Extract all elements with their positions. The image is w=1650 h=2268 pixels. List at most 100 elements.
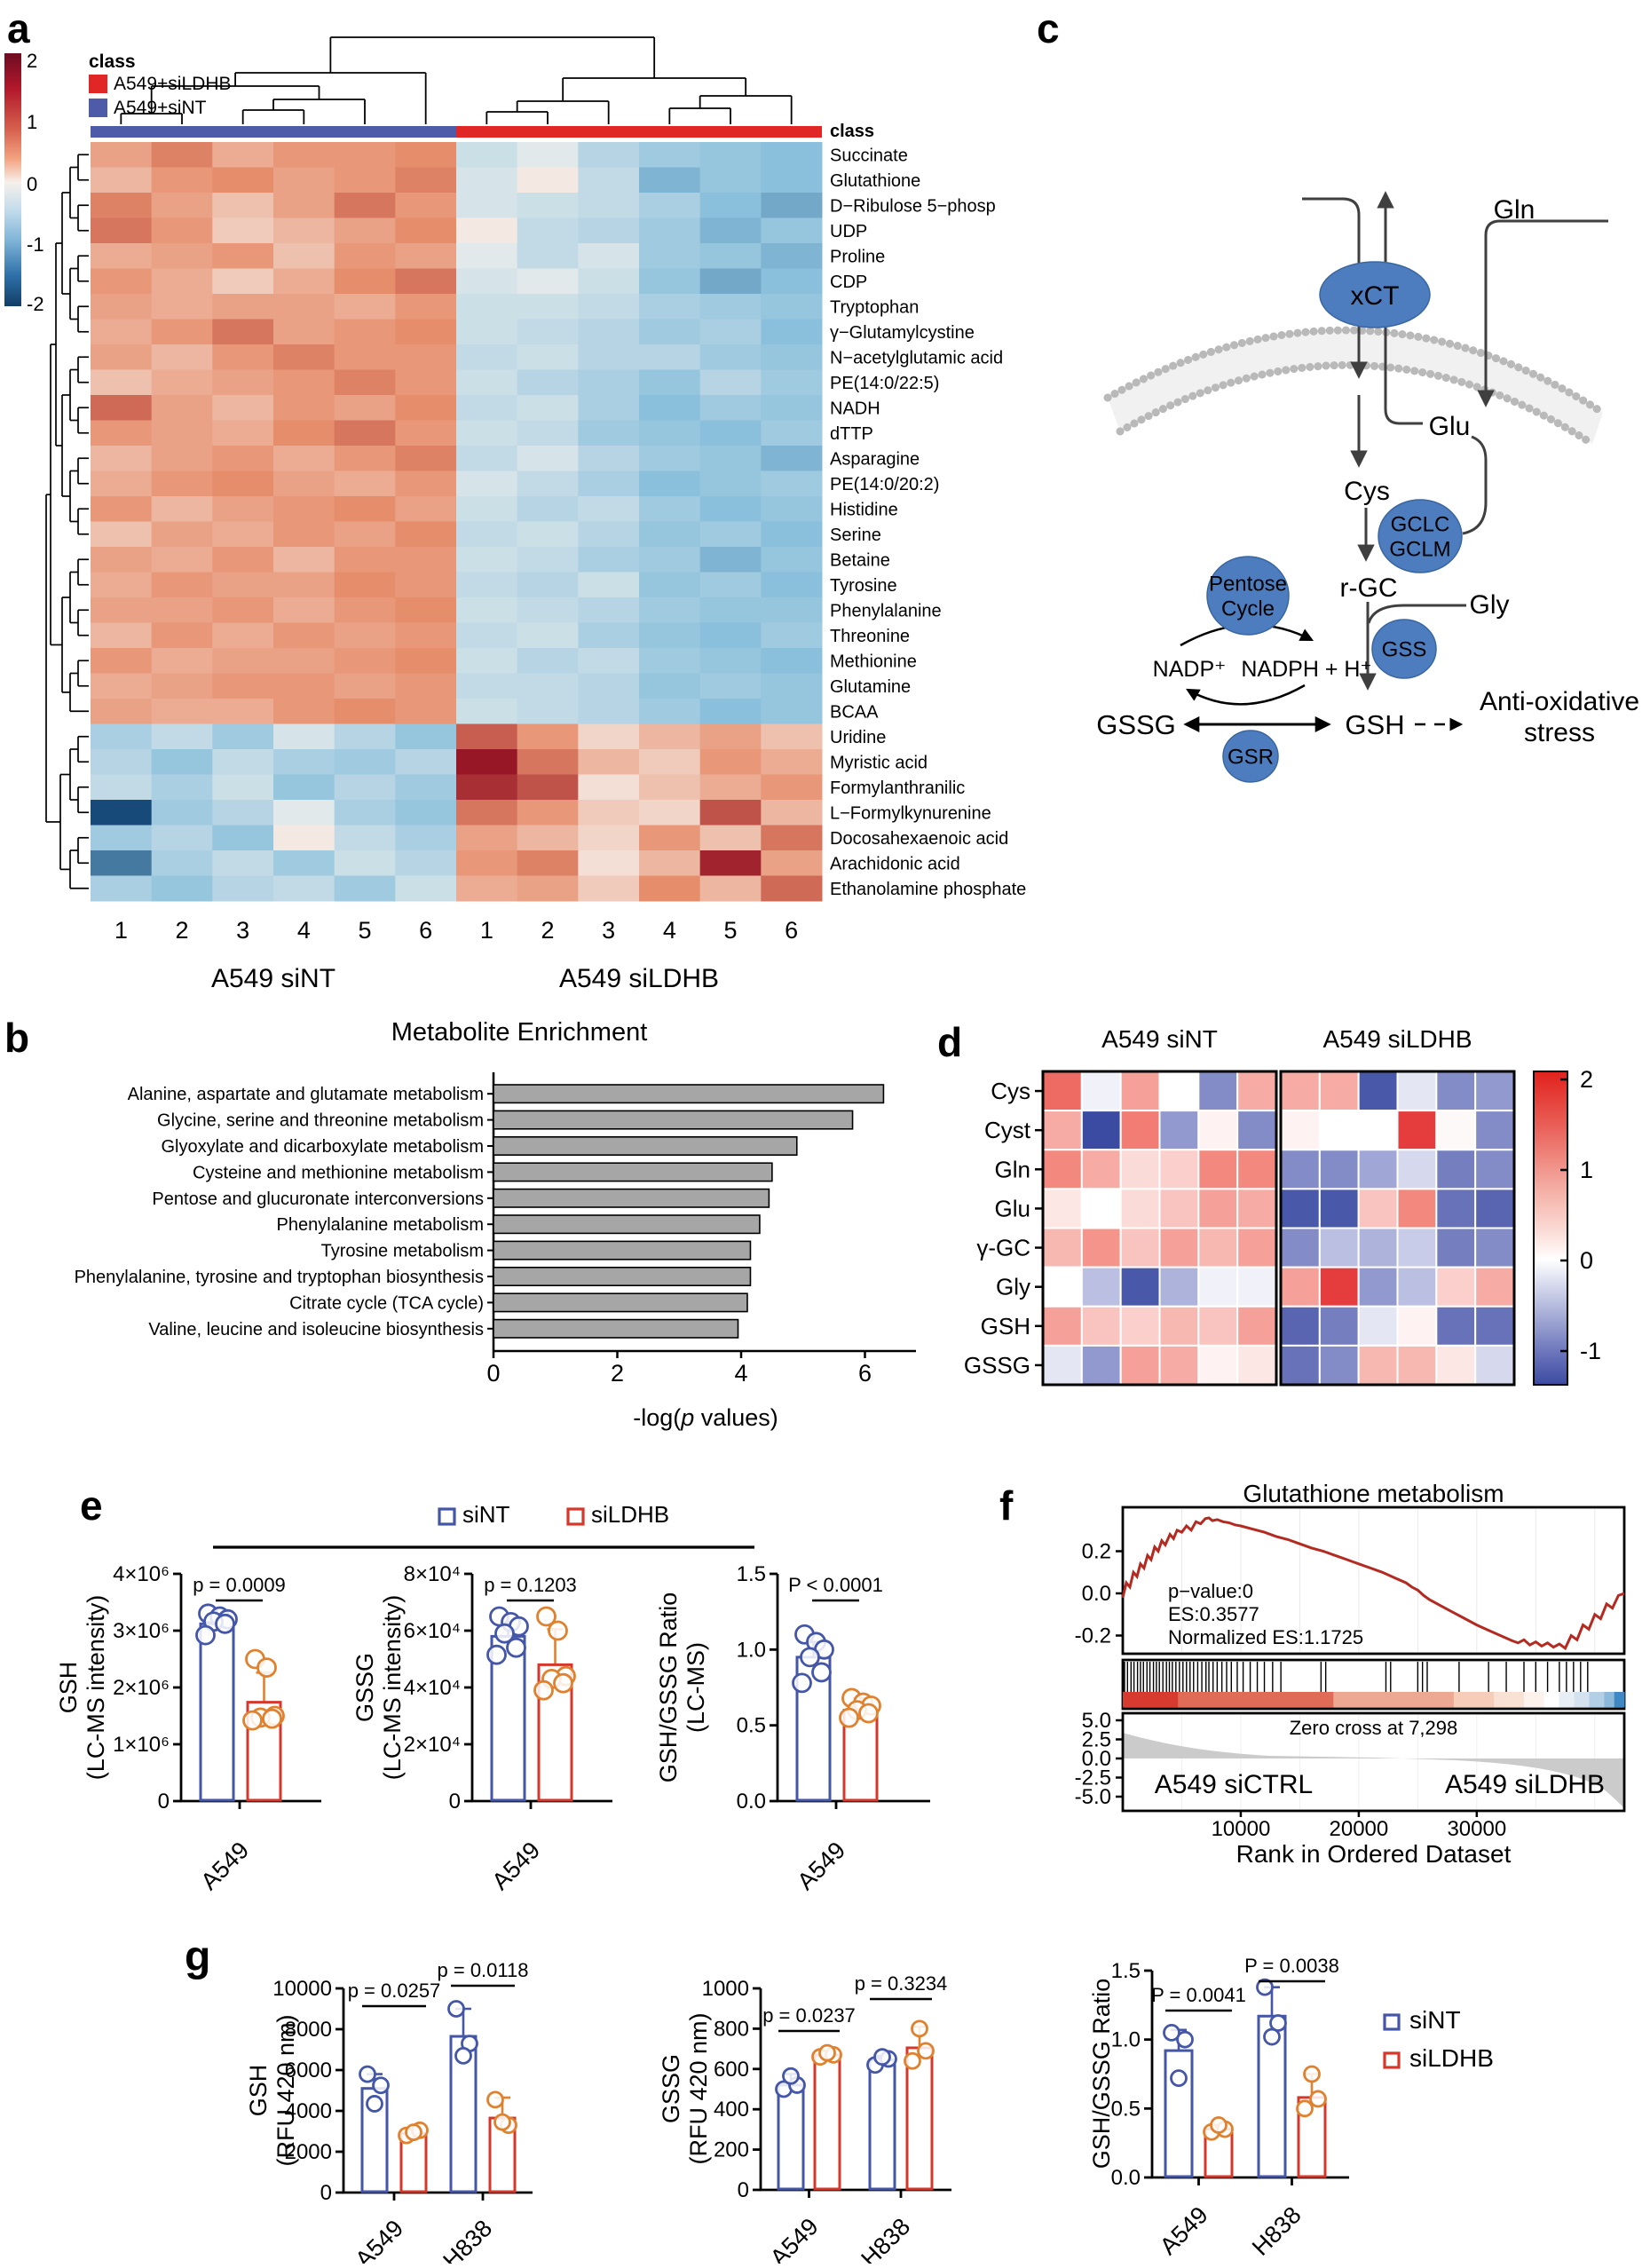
p-value: p = 0.0009 [193, 1574, 286, 1596]
colorbar-tick: -1 [27, 233, 44, 256]
panel-a-heatmap: a210-1-2classA549+siLDHBA549+siNTclassSu… [4, 5, 1026, 993]
gclc-gclm-node-text: GCLM [1389, 538, 1450, 562]
pentose-cycle-node-text: Pentose [1209, 573, 1287, 597]
gsr-node-text: GSR [1228, 746, 1274, 770]
data-point-siLDHB [536, 1606, 557, 1627]
legend-swatch [89, 75, 107, 93]
column-number: 6 [419, 917, 432, 944]
d-row-label: Gln [995, 1156, 1030, 1182]
data-point-siLDHB [904, 2051, 921, 2070]
y-tick: 800 [714, 2017, 749, 2041]
x-tick: 6 [858, 1360, 872, 1387]
row-label: L−Formylkynurenine [830, 803, 991, 823]
panel-e-label: e [80, 1482, 103, 1529]
xct-node [1319, 261, 1431, 328]
data-point-siNT [873, 2048, 891, 2066]
enrichment-bar [493, 1240, 752, 1260]
gsea-x-tick: 10000 [1212, 1817, 1271, 1841]
x-tick: 4 [734, 1360, 747, 1387]
row-label: CDP [830, 273, 867, 292]
data-point-siNT [454, 2046, 472, 2065]
gsea-annotation: Normalized ES:1.1725 [1168, 1626, 1363, 1648]
row-label: PE(14:0/22:5) [830, 374, 939, 393]
y-tick: 0.5 [1111, 2097, 1141, 2121]
y-axis-label: GSSG [658, 2054, 684, 2123]
gsr-node [1222, 730, 1279, 783]
x-category-label: A549 [765, 2213, 824, 2264]
panel-f-gsea-plot: f Glutathione metabolism 0.2 0.0 -0.2 p−value… [999, 1480, 1626, 1868]
column-number: 3 [602, 917, 615, 944]
gssg-label: GSSG [1096, 709, 1176, 740]
y-tick: 4×10⁶ [113, 1562, 170, 1586]
row-label: Succinate [830, 146, 908, 165]
legend-title: class [89, 51, 136, 72]
class-bar-siNT [91, 126, 456, 138]
y-tick: 1.0 [1111, 2028, 1141, 2052]
d-colorbar-tick: 0 [1580, 1247, 1593, 1274]
anti-oxidative-label: Anti-oxidative [1480, 687, 1639, 716]
group-label-siLDHB: A549 siLDHB [559, 964, 719, 993]
chart-g1: 0 2000 4000 6000 8000 10000 GSH (RFU 420 nm) p =… [245, 1959, 533, 2268]
zero-cross-label: Zero cross at 7,298 [1290, 1717, 1458, 1739]
d-row-label: Glu [995, 1195, 1030, 1221]
heatmap-a-cells [91, 142, 823, 902]
cystine-import-arrow [1302, 197, 1368, 379]
gsea-title: Glutathione metabolism [1243, 1480, 1504, 1507]
colorbar-tick: 1 [27, 111, 37, 133]
stress-label: stress [1524, 718, 1595, 747]
glutamate-efflux-arrow [1377, 191, 1423, 425]
row-label: Histidine [830, 500, 898, 519]
panel-d-label: d [937, 1019, 962, 1065]
column-number: 4 [663, 917, 676, 944]
data-point-siLDHB [493, 2113, 511, 2131]
p-value: p = 0.0257 [348, 1980, 441, 2002]
chart-e1: 0 1×10⁶ 2×10⁶ 3×10⁶ 4×10⁶ GSH (LC-MS intensity… [55, 1562, 321, 1895]
g-legend-label-siNT: siNT [1409, 2006, 1461, 2034]
x-category-label: A549 [1155, 2201, 1213, 2260]
row-label: UDP [830, 222, 867, 241]
data-point-siNT [447, 2000, 465, 2018]
x-category-label: A549 [195, 1837, 254, 1895]
panel-d-colorbar [1533, 1071, 1568, 1386]
nadp-label: NADP⁺ [1153, 657, 1227, 682]
gly-input-curve [1367, 604, 1466, 624]
data-point-siNT [1176, 2030, 1194, 2049]
data-point-siNT [1163, 2023, 1180, 2042]
data-point-siLDHB [917, 2042, 935, 2060]
data-point-siNT [1170, 2069, 1188, 2088]
data-point-siNT [782, 2066, 800, 2085]
g-legend-label-siLDHB: siLDHB [1409, 2044, 1494, 2072]
g-legend-swatch-siNT [1383, 2013, 1401, 2031]
nadph-label: NADPH + H⁺ [1241, 657, 1371, 682]
data-point-siNT [195, 1624, 216, 1646]
x-category-label: A549 [486, 1837, 545, 1895]
data-point-siLDHB [839, 1707, 859, 1728]
panel-b-title: Metabolite Enrichment [391, 1018, 648, 1047]
panel-g-label: g [185, 1933, 210, 1980]
enrichment-category: Glycine, serine and threonine metabolism [157, 1111, 484, 1131]
x-category-label: A549 [792, 1837, 850, 1895]
panel-a-colorbar [4, 53, 21, 306]
y-axis-label: (LC-MS intensity) [379, 1595, 406, 1781]
y-axis-label: GSSG [351, 1653, 378, 1722]
gln-import-arrow [1477, 219, 1608, 407]
enrichment-category: Tyrosine metabolism [321, 1242, 484, 1261]
row-dendrogram [45, 154, 89, 889]
data-point-siLDHB [533, 1679, 554, 1701]
column-dendrogram [120, 36, 793, 124]
legend-swatch [89, 99, 107, 117]
y-tick: 8×10⁴ [404, 1562, 461, 1586]
y-tick: 2×10⁴ [404, 1733, 461, 1757]
gsea-group-left: A549 siCTRL [1155, 1770, 1313, 1799]
y-tick: 4000 [285, 2099, 332, 2123]
enrichment-bar [493, 1188, 770, 1208]
gsea-group-right: A549 siLDHB [1445, 1770, 1605, 1799]
data-point-siNT [792, 1672, 812, 1694]
y-axis-label: (RFU 420 nm) [685, 2012, 712, 2164]
g-legend-swatch-siLDHB [1383, 2051, 1401, 2069]
rgc-label: r-GC [1340, 573, 1398, 603]
metric-y-tick: 0.0 [1082, 1747, 1111, 1771]
p-value: p = 0.1203 [484, 1574, 577, 1596]
xct-node-text: xCT [1351, 281, 1400, 311]
